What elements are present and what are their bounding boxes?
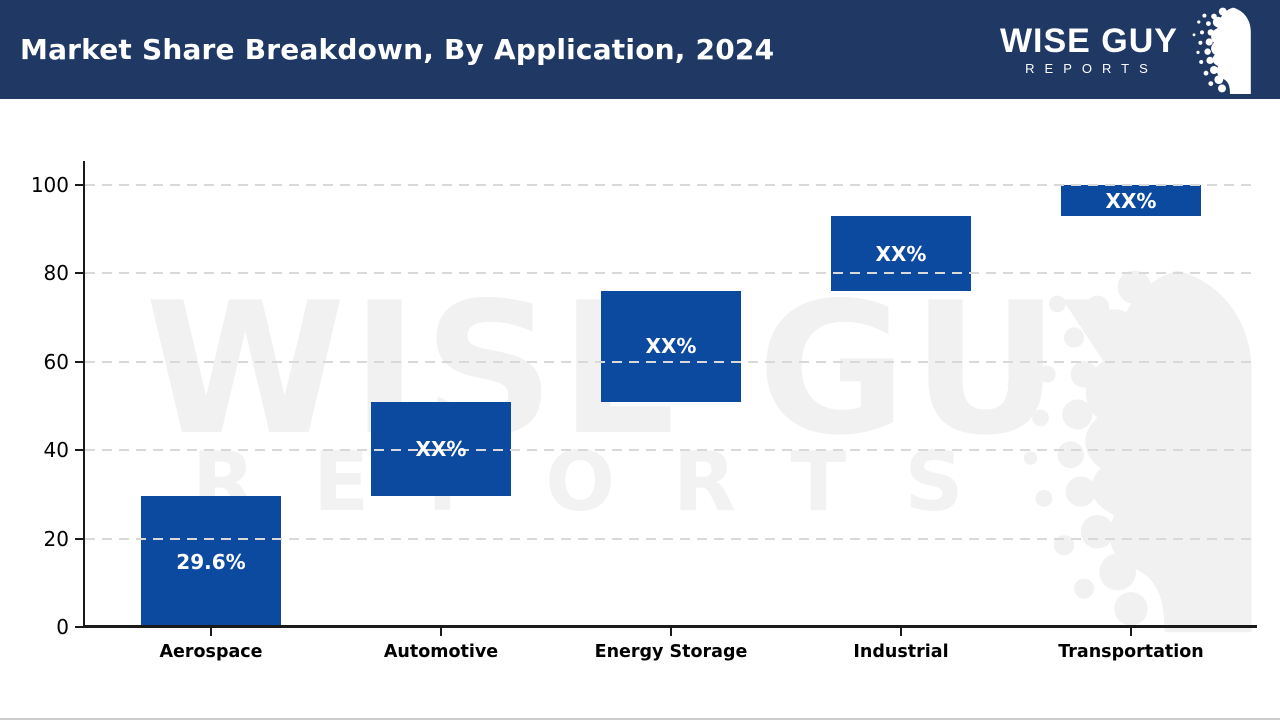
y-axis-spine <box>83 161 85 627</box>
x-axis-category-label: Industrial <box>853 642 949 662</box>
x-axis-category-label: Aerospace <box>159 642 263 662</box>
bar-value-label: XX% <box>645 334 697 359</box>
y-axis-tick-label: 80 <box>43 261 69 286</box>
x-axis-tick <box>670 628 672 636</box>
y-axis-tick-label: 60 <box>43 349 69 374</box>
y-axis-tick <box>75 184 84 187</box>
footer-divider <box>0 718 1280 720</box>
bar-value-label: 29.6% <box>176 549 246 574</box>
x-axis-tick <box>900 628 902 636</box>
bar-value-label: XX% <box>1105 188 1157 213</box>
bar-industrial <box>831 216 971 292</box>
bar-value-label: XX% <box>875 241 927 266</box>
dotted-face-profile-icon <box>1192 7 1251 94</box>
logo-wordmark: WISE GUY REPORTS <box>1000 24 1178 75</box>
x-axis-category-label: Transportation <box>1058 642 1204 662</box>
x-axis-tick <box>440 628 442 636</box>
y-axis-tick-label: 100 <box>30 173 69 198</box>
x-axis-tick <box>1130 628 1132 636</box>
y-axis-tick-label: 40 <box>43 438 69 463</box>
y-axis-tick <box>75 360 84 363</box>
y-axis-tick-label: 20 <box>43 526 69 551</box>
y-axis-tick <box>75 626 84 628</box>
logo-brand-subtext: REPORTS <box>1025 61 1158 76</box>
y-axis-tick <box>75 272 84 275</box>
x-axis-tick <box>210 628 212 636</box>
x-axis-spine <box>83 625 1257 628</box>
grid-line <box>85 449 1255 452</box>
grid-line <box>85 184 1255 187</box>
y-axis-tick <box>75 449 84 452</box>
bar-transportation <box>1061 185 1201 217</box>
x-axis-category-label: Energy Storage <box>594 642 748 662</box>
brand-logo: WISE GUY REPORTS <box>1000 6 1254 94</box>
chart-plot-area: 29.6% Aerospace XX% Automotive XX% Energy Sto… <box>31 161 1257 662</box>
bar-value-label: XX% <box>415 436 467 461</box>
y-axis-tick-label: 0 <box>56 615 69 639</box>
page-title: Market Share Breakdown, By Application, … <box>20 33 775 66</box>
grid-line <box>85 272 1255 275</box>
bar-automotive <box>371 401 511 497</box>
bar-aerospace <box>141 496 281 627</box>
x-axis-category-label: Automotive <box>383 642 499 662</box>
grid-line <box>85 537 1255 540</box>
bar-energy-storage <box>601 291 741 402</box>
watermark-subtext: REPORTS <box>192 435 1022 530</box>
y-axis-tick <box>75 537 84 540</box>
grid-line <box>85 360 1255 363</box>
header: Market Share Breakdown, By Application, … <box>0 0 1280 99</box>
logo-brand-name: WISE GUY <box>999 22 1178 60</box>
